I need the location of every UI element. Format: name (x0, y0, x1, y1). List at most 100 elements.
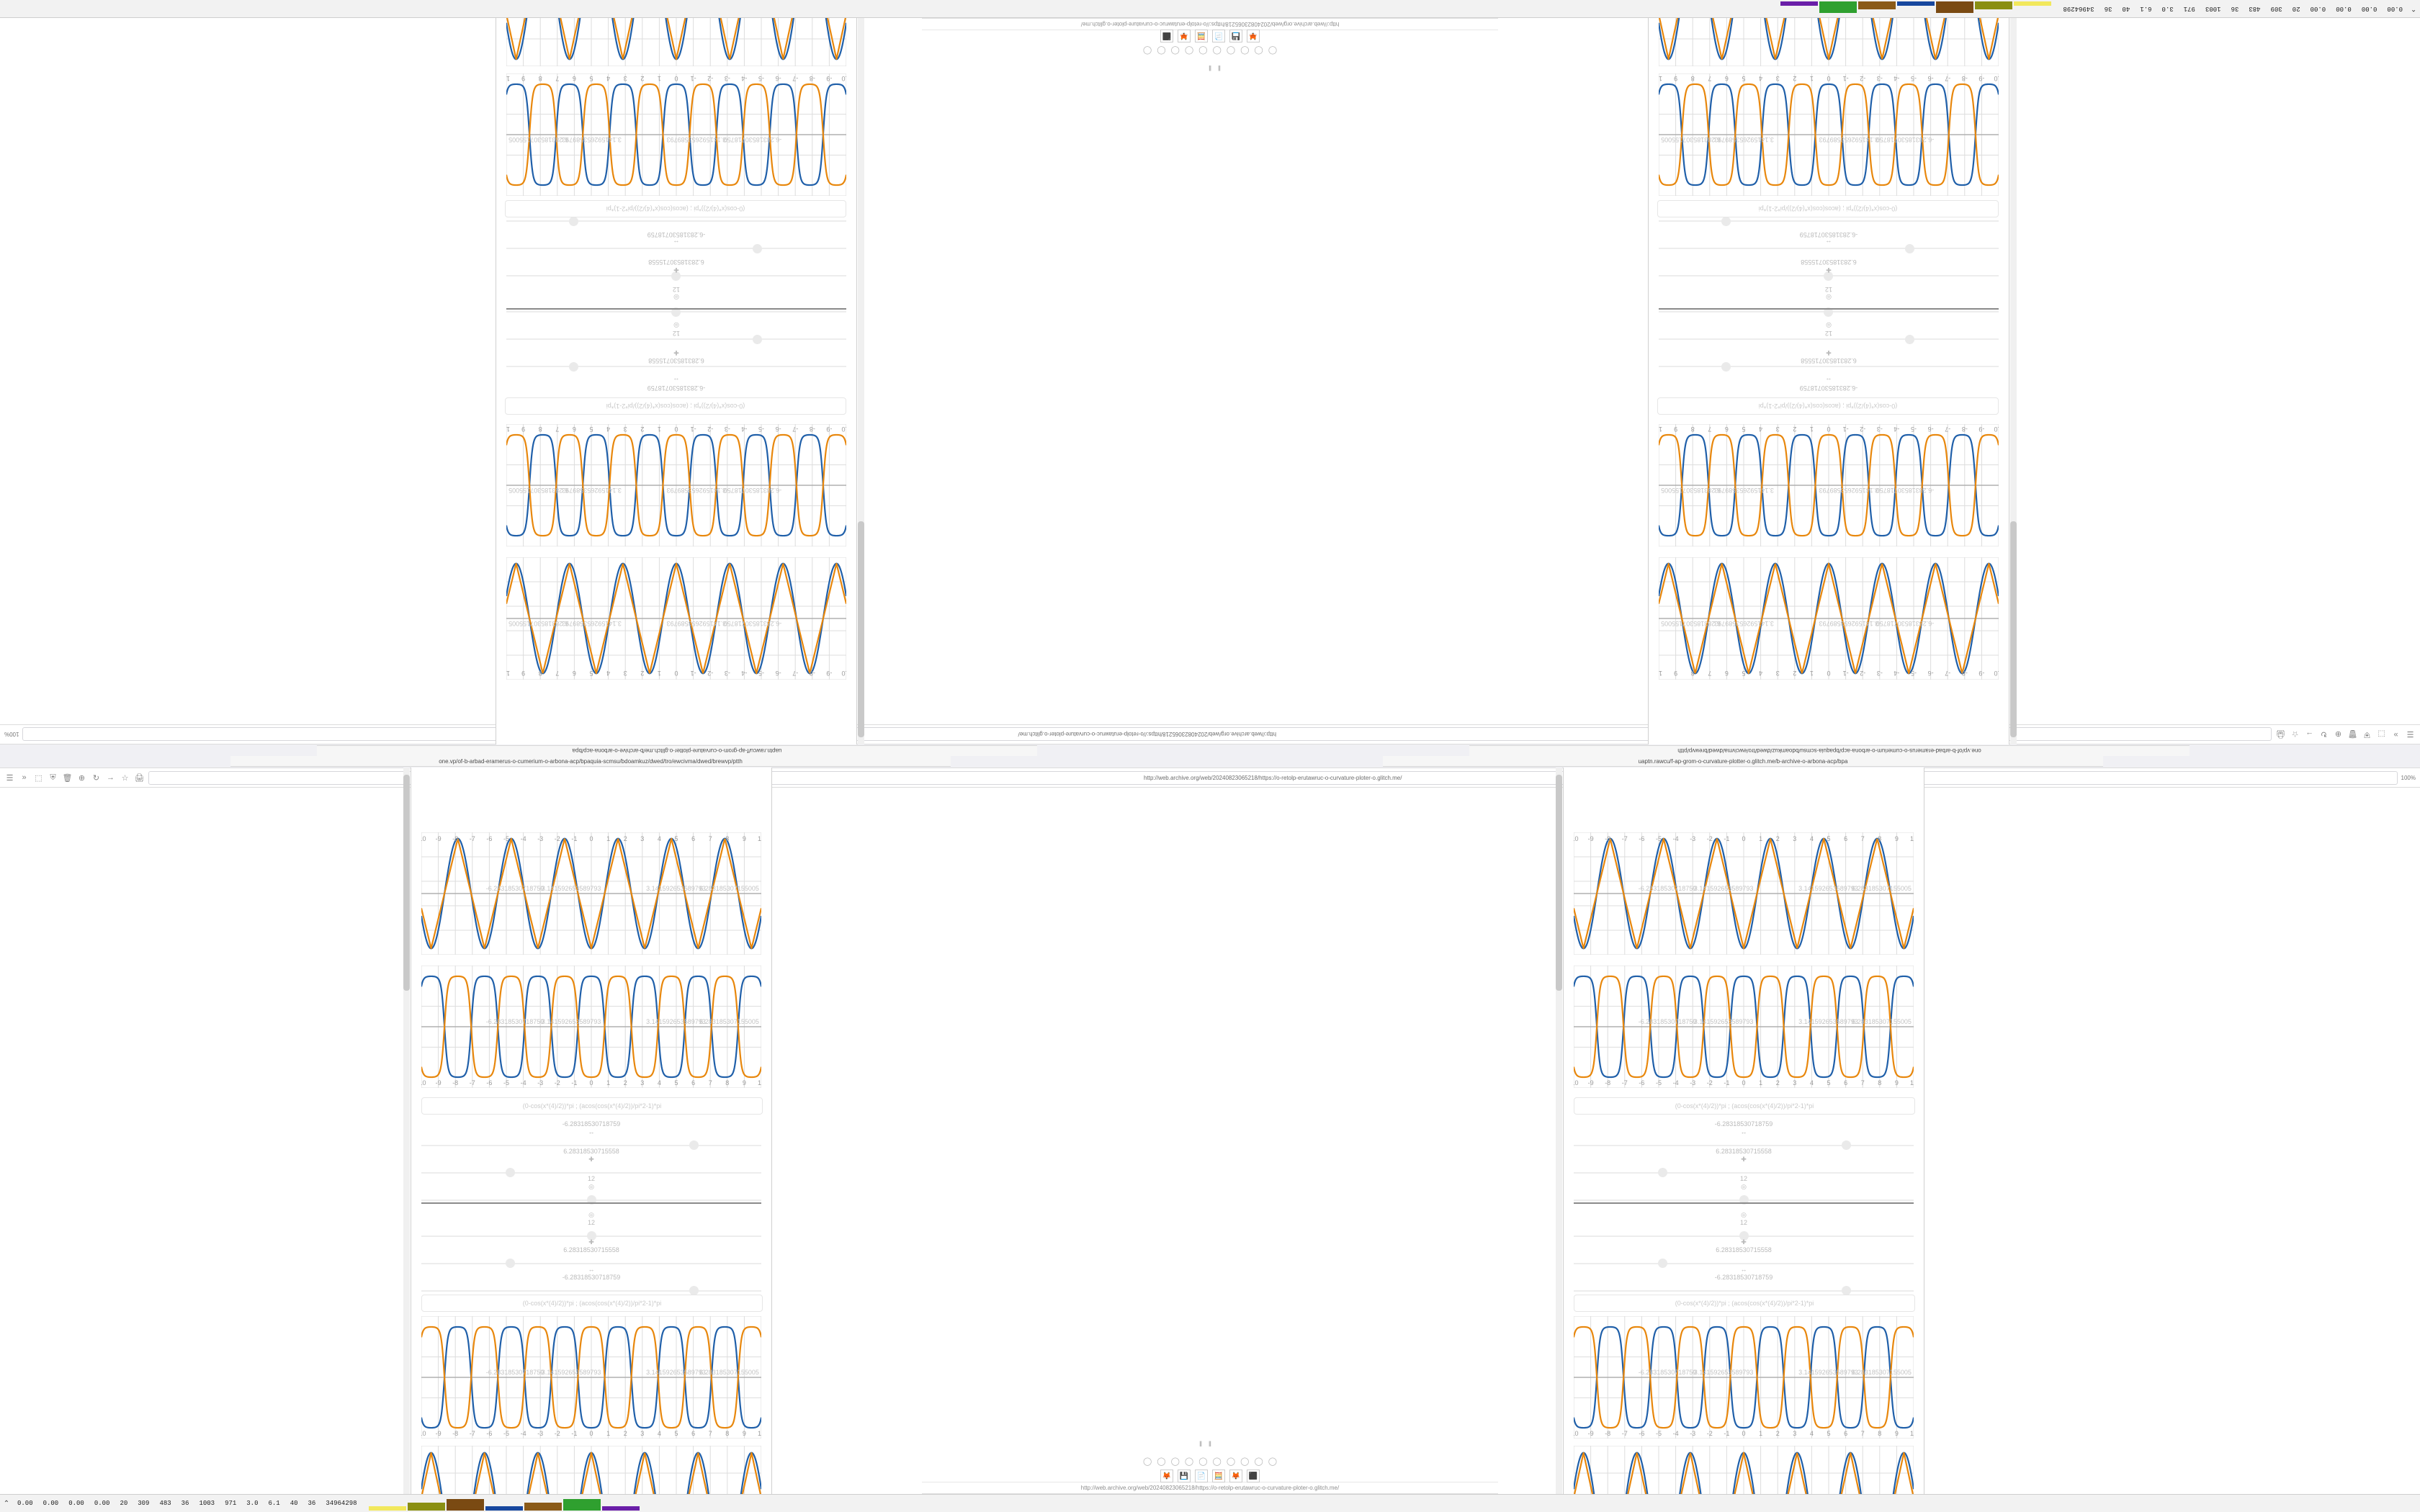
page-scrollbar-left[interactable] (403, 768, 410, 1502)
slider-thumb[interactable] (1721, 217, 1731, 226)
nav-icon-5[interactable]: ⊕ (2334, 729, 2342, 739)
nav-icon-9[interactable]: 🖨 (2275, 729, 2286, 739)
nav-icon-4[interactable]: 🗑 (62, 773, 73, 783)
nav-icon-4[interactable]: 🗑 (2347, 729, 2358, 739)
formula-input-top[interactable]: (0-cos(x*(4)/2))*pi ; (acos(cos(x*(4)/2)… (1657, 397, 1999, 415)
dock-terminal-icon[interactable]: ⬛ (1160, 30, 1173, 42)
nav-icon-1[interactable]: » (22, 773, 27, 782)
formula-input-bottom[interactable]: (0-cos(x*(4)/2))*pi ; (acos(cos(x*(4)/2)… (421, 1295, 763, 1312)
tray-window-icon[interactable]: ◯ (1212, 1457, 1222, 1466)
tray-globe-icon[interactable]: ◯ (1226, 1457, 1236, 1466)
tray-globe-icon[interactable]: ◯ (1184, 46, 1194, 55)
slider-track[interactable] (1659, 271, 1999, 281)
tray-arrow-right-icon[interactable]: ◯ (1240, 46, 1250, 55)
slider-track[interactable] (1574, 1286, 1914, 1295)
nav-icon-9[interactable]: 🖨 (134, 773, 145, 783)
tray-camera-icon[interactable]: ◯ (1184, 1457, 1194, 1466)
tray-swirl-icon[interactable]: ◯ (1157, 46, 1166, 55)
page-scrollbar-left[interactable] (858, 10, 864, 744)
tray-trash-icon[interactable]: ◯ (1212, 46, 1222, 55)
slider-thumb[interactable] (569, 217, 579, 226)
slider-thumb[interactable] (1841, 1140, 1851, 1150)
scrollbar-thumb[interactable] (403, 775, 410, 991)
tray-trash-icon[interactable]: ◯ (1198, 1457, 1208, 1466)
slider-track[interactable] (421, 1231, 761, 1241)
slider-thumb[interactable] (505, 1259, 515, 1268)
dock-firefox-icon[interactable]: 🦊 (1229, 1470, 1242, 1482)
formula-input-bottom[interactable]: (0-cos(x*(4)/2))*pi ; (acos(cos(x*(4)/2)… (505, 200, 846, 217)
slider-track[interactable] (506, 217, 846, 226)
dock-firefox-icon[interactable]: 🦊 (1160, 1470, 1173, 1482)
slider-track[interactable] (421, 1168, 761, 1177)
taskbar-chevron-icon[interactable]: ⌃ (2410, 4, 2417, 13)
slider-thumb[interactable] (587, 1195, 596, 1205)
nav-icon-6[interactable]: ↻ (92, 773, 100, 783)
nav-icon-0[interactable]: ☰ (6, 773, 14, 783)
slider-track[interactable] (506, 271, 846, 281)
window-title-bar[interactable]: one.vp/of-b-arbad-eramerus-o-cumerium-o-… (1469, 745, 2190, 756)
tray-arrow-right-icon[interactable]: ◯ (1170, 1457, 1180, 1466)
window-title-bar[interactable]: uaptn.rawcu/f-ap-grom-o-curvature-plotte… (317, 745, 1037, 756)
nav-icon-7[interactable]: → (107, 773, 115, 782)
slider-thumb[interactable] (587, 1231, 596, 1241)
tray-swirl-icon[interactable]: ◯ (1254, 1457, 1263, 1466)
tray-swirl-icon[interactable]: ◯ (1170, 46, 1180, 55)
window-title-bar[interactable]: one.vp/of-b-arbad-eramerus-o-cumerium-o-… (230, 756, 951, 767)
slider-track[interactable] (1574, 1140, 1914, 1150)
nav-icon-3[interactable]: ⛨ (2364, 730, 2370, 739)
zoom-level-indicator[interactable]: 100% (2401, 774, 2416, 781)
dock-save-floppy-icon[interactable]: 💾 (1229, 30, 1242, 42)
slider-track[interactable] (1574, 1259, 1914, 1268)
slider-track[interactable] (421, 1286, 761, 1295)
slider-track[interactable] (1659, 217, 1999, 226)
slider-track[interactable] (1574, 1231, 1914, 1241)
slider-track[interactable] (421, 1195, 761, 1205)
nav-icon-7[interactable]: → (2305, 730, 2313, 739)
nav-icon-5[interactable]: ⊕ (78, 773, 86, 783)
tray-swirl-icon[interactable]: ◯ (1240, 1457, 1250, 1466)
dock-firefox-icon[interactable]: 🦊 (1247, 30, 1260, 42)
slider-track[interactable] (421, 1140, 761, 1150)
slider-thumb[interactable] (1657, 1168, 1667, 1177)
slider-thumb[interactable] (689, 1140, 699, 1150)
nav-icon-2[interactable]: ⬚ (2378, 729, 2385, 739)
slider-thumb[interactable] (1657, 1259, 1667, 1268)
tray-drop-icon[interactable]: ◯ (1254, 46, 1263, 55)
nav-icon-3[interactable]: ⛨ (50, 773, 56, 782)
nav-icon-8[interactable]: ☆ (2291, 729, 2299, 739)
slider-track[interactable] (421, 1259, 761, 1268)
dock-calculator-icon[interactable]: 🧮 (1212, 1470, 1225, 1482)
formula-input-top[interactable]: (0-cos(x*(4)/2))*pi ; (acos(cos(x*(4)/2)… (505, 397, 846, 415)
taskbar-chevron-icon[interactable]: ⌃ (3, 1499, 10, 1508)
slider-thumb[interactable] (1841, 1286, 1851, 1295)
scrollbar-thumb[interactable] (858, 521, 864, 737)
dock-text-editor-icon[interactable]: 📄 (1195, 1470, 1208, 1482)
scrollbar-thumb[interactable] (2010, 521, 2017, 737)
page-scrollbar-left[interactable] (1556, 768, 1562, 1502)
formula-input-top[interactable]: (0-cos(x*(4)/2))*pi ; (acos(cos(x*(4)/2)… (1574, 1097, 1915, 1115)
tray-globe-icon[interactable]: ◯ (1268, 1457, 1278, 1466)
tray-cursor-icon[interactable]: ◯ (1268, 46, 1278, 55)
dock-calculator-icon[interactable]: 🧮 (1195, 30, 1208, 42)
nav-icon-0[interactable]: ☰ (2406, 729, 2414, 739)
tray-window-icon[interactable]: ◯ (1198, 46, 1208, 55)
slider-thumb[interactable] (505, 1168, 515, 1177)
slider-thumb[interactable] (689, 1286, 699, 1295)
slider-track[interactable] (506, 362, 846, 372)
nav-icon-8[interactable]: ☆ (121, 773, 129, 783)
dock-save-floppy-icon[interactable]: 💾 (1178, 1470, 1191, 1482)
slider-thumb[interactable] (1739, 1195, 1749, 1205)
tray-cursor-icon[interactable]: ◯ (1142, 1457, 1152, 1466)
page-scrollbar-left[interactable] (2010, 10, 2017, 744)
slider-track[interactable] (1659, 362, 1999, 372)
scrollbar-thumb[interactable] (1556, 775, 1562, 991)
dock-terminal-icon[interactable]: ⬛ (1247, 1470, 1260, 1482)
dock-text-editor-icon[interactable]: 📄 (1212, 30, 1225, 42)
nav-icon-1[interactable]: » (2393, 730, 2398, 739)
slider-track[interactable] (506, 335, 846, 344)
tray-camera-icon[interactable]: ◯ (1226, 46, 1236, 55)
slider-track[interactable] (1659, 335, 1999, 344)
slider-track[interactable] (506, 244, 846, 253)
nav-icon-2[interactable]: ⬚ (35, 773, 42, 783)
zoom-level-indicator[interactable]: 100% (4, 731, 19, 738)
